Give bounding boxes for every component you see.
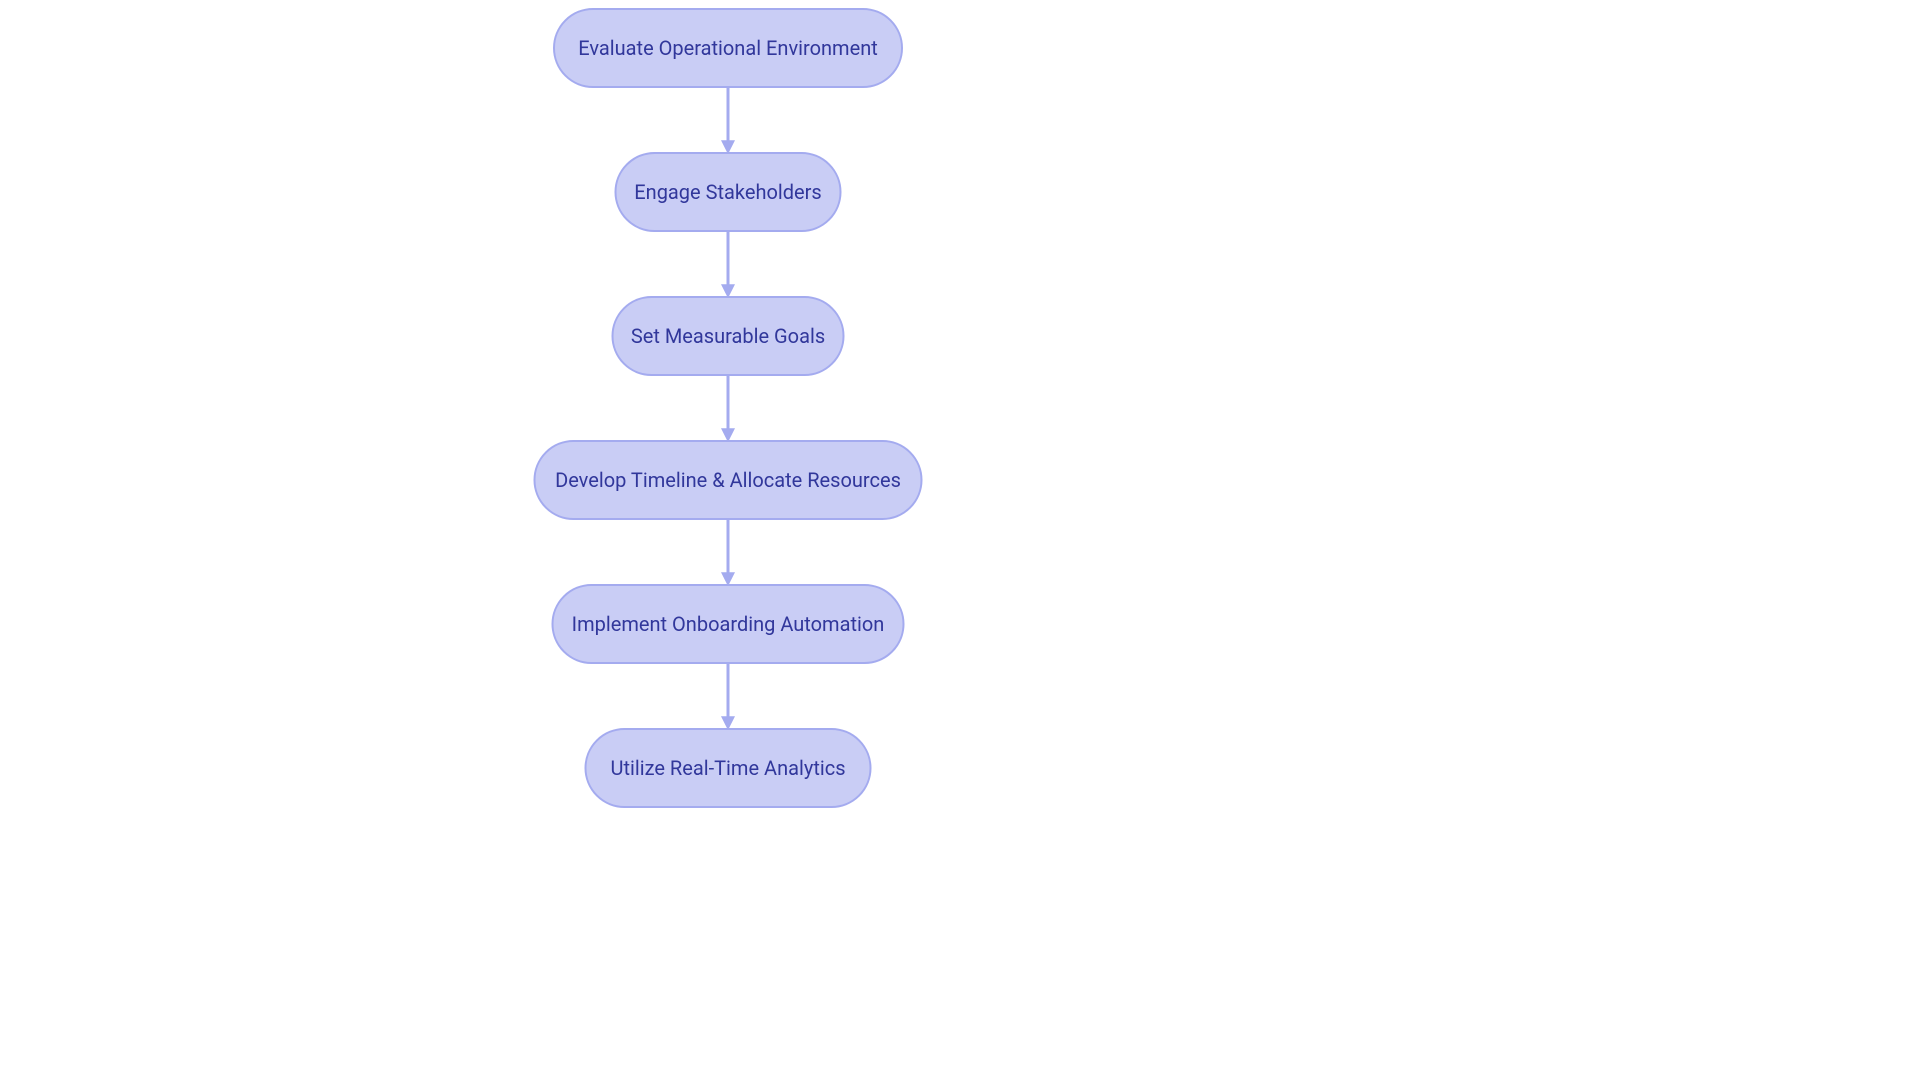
flowchart-node: Implement Onboarding Automation bbox=[552, 584, 905, 664]
flowchart-node-label: Evaluate Operational Environment bbox=[578, 36, 878, 60]
flowchart-node-label: Utilize Real-Time Analytics bbox=[610, 756, 845, 780]
flowchart-node: Set Measurable Goals bbox=[612, 296, 845, 376]
flowchart-node: Engage Stakeholders bbox=[615, 152, 842, 232]
flowchart-node-label: Set Measurable Goals bbox=[631, 324, 825, 348]
flowchart-node: Evaluate Operational Environment bbox=[553, 8, 903, 88]
flowchart-node-label: Develop Timeline & Allocate Resources bbox=[555, 468, 901, 492]
flowchart-node-label: Engage Stakeholders bbox=[634, 180, 821, 204]
edges-layer bbox=[0, 0, 1920, 1083]
flowchart-node: Develop Timeline & Allocate Resources bbox=[534, 440, 923, 520]
flowchart-node-label: Implement Onboarding Automation bbox=[572, 612, 885, 636]
flowchart-node: Utilize Real-Time Analytics bbox=[585, 728, 872, 808]
flowchart-canvas: Evaluate Operational Environment Engage S… bbox=[0, 0, 1920, 1083]
